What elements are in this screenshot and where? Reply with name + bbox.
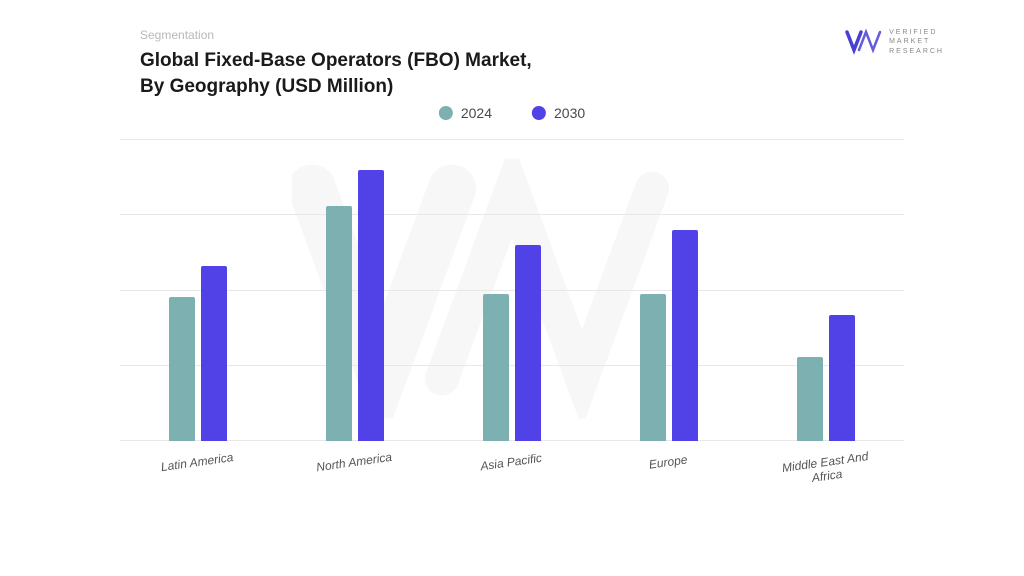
logo-mark-icon xyxy=(845,28,883,56)
bar xyxy=(483,294,509,441)
chart-title: Global Fixed-Base Operators (FBO) Market… xyxy=(140,48,884,99)
segmentation-label: Segmentation xyxy=(140,28,884,42)
bars-wrap xyxy=(120,140,904,441)
bar xyxy=(326,206,352,441)
bar xyxy=(797,357,823,441)
legend-item-2024: 2024 xyxy=(439,105,492,121)
x-axis-label: Latin America xyxy=(135,433,261,504)
header: Segmentation Global Fixed-Base Operators… xyxy=(140,28,884,99)
x-axis-label: North America xyxy=(292,433,418,504)
legend-label: 2030 xyxy=(554,105,585,121)
bar xyxy=(672,230,698,441)
logo-text-line2: MARKET xyxy=(889,37,944,46)
plot-area xyxy=(120,140,904,441)
bar xyxy=(515,245,541,441)
bar xyxy=(358,170,384,441)
legend-swatch xyxy=(532,106,546,120)
bar-group xyxy=(483,140,541,441)
x-axis-label: Asia Pacific xyxy=(449,433,575,504)
logo-text-line3: RESEARCH xyxy=(889,47,944,56)
logo-text-line1: VERIFIED xyxy=(889,28,944,37)
chart-container: Latin AmericaNorth AmericaAsia PacificEu… xyxy=(120,140,904,496)
bar-group xyxy=(326,140,384,441)
legend-swatch xyxy=(439,106,453,120)
bar-group xyxy=(169,140,227,441)
bar xyxy=(169,297,195,441)
x-axis-labels: Latin AmericaNorth AmericaAsia PacificEu… xyxy=(120,441,904,496)
bar xyxy=(640,294,666,441)
x-axis-label: Middle East And Africa xyxy=(762,433,888,504)
chart-title-line2: By Geography (USD Million) xyxy=(140,76,393,97)
bar xyxy=(201,266,227,441)
chart-title-line1: Global Fixed-Base Operators (FBO) Market… xyxy=(140,50,532,71)
legend: 2024 2030 xyxy=(439,105,585,121)
bar-group xyxy=(640,140,698,441)
x-axis-label: Europe xyxy=(606,433,732,504)
legend-label: 2024 xyxy=(461,105,492,121)
brand-logo: VERIFIED MARKET RESEARCH xyxy=(845,28,944,56)
bar-group xyxy=(797,140,855,441)
legend-item-2030: 2030 xyxy=(532,105,585,121)
logo-text: VERIFIED MARKET RESEARCH xyxy=(889,28,944,55)
bar xyxy=(829,315,855,441)
